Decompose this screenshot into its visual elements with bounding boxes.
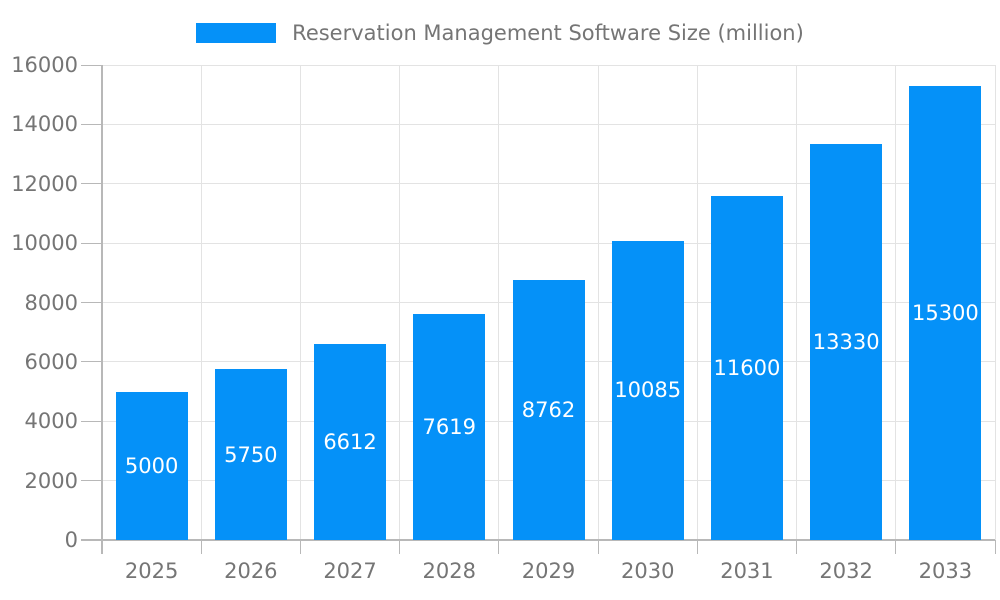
y-axis-label: 2000: [24, 468, 78, 493]
bar[interactable]: [710, 195, 783, 540]
x-gridline: [597, 65, 599, 540]
x-tick: [696, 540, 698, 554]
y-axis-label: 0: [64, 528, 78, 552]
x-axis-line: [81, 539, 995, 541]
x-gridline: [200, 65, 202, 540]
y-axis-label: 4000: [24, 409, 78, 434]
x-axis-label: 2025: [124, 559, 179, 583]
x-tick: [994, 540, 996, 554]
x-gridline: [994, 65, 996, 540]
bar-value-label: 13330: [812, 330, 880, 355]
x-tick: [796, 540, 798, 554]
y-axis-label: 16000: [11, 53, 78, 77]
bar-value-label: 15300: [911, 300, 979, 325]
y-axis-line: [101, 65, 103, 554]
x-axis-label: 2028: [422, 559, 476, 583]
y-tick: [81, 302, 102, 303]
bar[interactable]: [214, 369, 287, 540]
y-tick: [81, 183, 102, 185]
x-axis-label: 2033: [918, 559, 973, 583]
x-axis-label: 2032: [819, 559, 873, 583]
bar[interactable]: [512, 279, 585, 540]
bar-value-label: 5000: [124, 453, 179, 478]
y-gridline: [102, 64, 995, 66]
x-axis-label: 2029: [521, 559, 576, 583]
x-axis-label: 2027: [323, 559, 377, 583]
y-gridline: [102, 242, 995, 244]
x-gridline: [299, 65, 301, 540]
x-axis-label: 2026: [224, 559, 278, 583]
y-gridline: [102, 123, 995, 125]
bar-value-label: 6612: [323, 429, 377, 454]
bar[interactable]: [909, 85, 982, 540]
bar[interactable]: [413, 313, 486, 540]
x-gridline: [399, 65, 401, 540]
x-tick: [597, 540, 599, 554]
x-tick: [299, 540, 301, 554]
x-tick: [399, 540, 401, 554]
legend[interactable]: Reservation Management Software Size (mi…: [0, 21, 1000, 45]
x-gridline: [895, 65, 897, 540]
y-tick: [81, 242, 102, 244]
y-tick: [81, 123, 102, 125]
bar-value-label: 7619: [422, 414, 476, 439]
x-tick: [895, 540, 897, 554]
bar-value-label: 11600: [713, 355, 781, 380]
y-axis-label: 12000: [11, 171, 78, 196]
x-axis-label: 2031: [720, 559, 774, 583]
y-tick: [81, 64, 102, 66]
x-axis-label: 2030: [620, 559, 675, 583]
bar-value-label: 5750: [224, 442, 278, 467]
bar[interactable]: [611, 240, 684, 540]
y-gridline: [102, 183, 995, 185]
bar-value-label: 8762: [521, 397, 576, 422]
legend-swatch: [196, 23, 277, 43]
y-axis-label: 14000: [11, 112, 78, 137]
y-tick: [81, 420, 102, 422]
x-gridline: [498, 65, 500, 540]
bar-value-label: 10085: [614, 378, 682, 403]
y-axis-label: 6000: [24, 349, 78, 374]
y-axis-label: 10000: [11, 231, 78, 256]
y-tick: [81, 361, 102, 363]
bar[interactable]: [314, 343, 387, 540]
x-tick: [498, 540, 500, 554]
bar[interactable]: [115, 391, 188, 540]
x-tick: [200, 540, 202, 554]
legend-series-label: Reservation Management Software Size (mi…: [292, 21, 804, 45]
x-gridline: [796, 65, 798, 540]
y-axis-label: 8000: [24, 290, 78, 315]
y-tick: [81, 480, 102, 482]
x-gridline: [696, 65, 698, 540]
bar[interactable]: [810, 144, 883, 540]
